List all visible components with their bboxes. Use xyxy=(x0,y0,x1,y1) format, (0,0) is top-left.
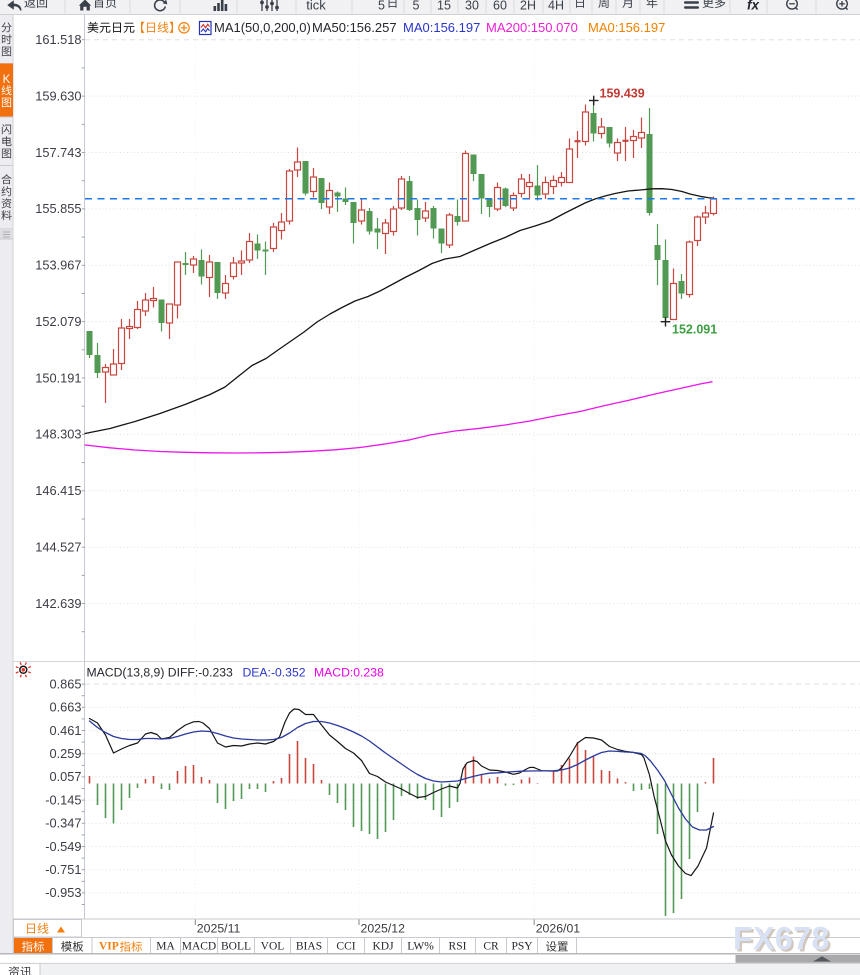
svg-text:fx: fx xyxy=(747,0,759,13)
svg-text:K: K xyxy=(3,74,11,86)
svg-text:BOLL: BOLL xyxy=(221,941,251,953)
svg-text:0.865: 0.865 xyxy=(49,676,81,691)
svg-text:152.079: 152.079 xyxy=(35,314,81,329)
svg-text:MA50:156.257: MA50:156.257 xyxy=(312,20,397,35)
svg-text:30: 30 xyxy=(465,0,479,12)
svg-text:159.439: 159.439 xyxy=(600,87,645,101)
svg-text:150.191: 150.191 xyxy=(35,370,81,385)
svg-text:0.057: 0.057 xyxy=(49,769,81,784)
svg-text:BIAS: BIAS xyxy=(296,941,322,953)
svg-text:5: 5 xyxy=(378,0,385,12)
svg-text:159.630: 159.630 xyxy=(35,88,81,103)
svg-text:2026/01: 2026/01 xyxy=(536,922,581,936)
svg-text:MACD:0.238: MACD:0.238 xyxy=(314,666,384,680)
svg-text:2025/11: 2025/11 xyxy=(197,922,241,936)
svg-text:CR: CR xyxy=(483,941,499,953)
svg-text:FX678: FX678 xyxy=(735,923,832,959)
svg-text:2H: 2H xyxy=(520,0,536,12)
svg-text:148.303: 148.303 xyxy=(35,427,81,442)
svg-text:152.091: 152.091 xyxy=(672,323,717,337)
svg-text:-0.145: -0.145 xyxy=(45,792,81,807)
svg-text:tick: tick xyxy=(306,0,326,12)
svg-text:VOL: VOL xyxy=(261,941,285,953)
svg-text:146.415: 146.415 xyxy=(35,483,81,498)
svg-text:142.639: 142.639 xyxy=(35,596,81,611)
svg-text:-0.347: -0.347 xyxy=(45,816,81,831)
svg-text:-0.751: -0.751 xyxy=(45,862,81,877)
svg-text:60: 60 xyxy=(493,0,507,12)
svg-text:MA0:156.197: MA0:156.197 xyxy=(403,20,480,35)
svg-text:FX678: FX678 xyxy=(733,921,830,957)
svg-text:4H: 4H xyxy=(548,0,564,12)
svg-text:0.663: 0.663 xyxy=(49,700,81,715)
svg-text:2025/12: 2025/12 xyxy=(361,922,406,936)
svg-text:155.855: 155.855 xyxy=(35,201,81,216)
svg-text:CCI: CCI xyxy=(336,941,355,953)
svg-text:MA: MA xyxy=(156,941,175,953)
svg-text:144.527: 144.527 xyxy=(35,540,81,555)
svg-text:15: 15 xyxy=(437,0,451,12)
svg-text:RSI: RSI xyxy=(449,941,467,953)
svg-text:MA1(50,0,200,0): MA1(50,0,200,0) xyxy=(214,20,311,35)
svg-text:-0.549: -0.549 xyxy=(45,839,81,854)
svg-text:MACD(13,8,9) DIFF:-0.233: MACD(13,8,9) DIFF:-0.233 xyxy=(87,666,234,680)
svg-text:157.743: 157.743 xyxy=(35,145,81,160)
svg-text:0.259: 0.259 xyxy=(49,746,81,761)
svg-text:MA0:156.197: MA0:156.197 xyxy=(588,20,665,35)
svg-text:0.461: 0.461 xyxy=(49,723,81,738)
svg-text:VIP: VIP xyxy=(99,941,119,953)
svg-text:LW%: LW% xyxy=(407,941,434,953)
svg-text:MACD: MACD xyxy=(182,941,217,953)
svg-text:PSY: PSY xyxy=(511,941,533,953)
svg-text:153.967: 153.967 xyxy=(35,258,81,273)
svg-text:MA200:150.070: MA200:150.070 xyxy=(486,20,578,35)
svg-text:KDJ: KDJ xyxy=(372,941,394,953)
svg-text:-0.953: -0.953 xyxy=(45,885,81,900)
svg-text:DEA:-0.352: DEA:-0.352 xyxy=(243,666,306,680)
svg-text:5: 5 xyxy=(413,0,420,12)
svg-text:161.518: 161.518 xyxy=(35,32,81,47)
